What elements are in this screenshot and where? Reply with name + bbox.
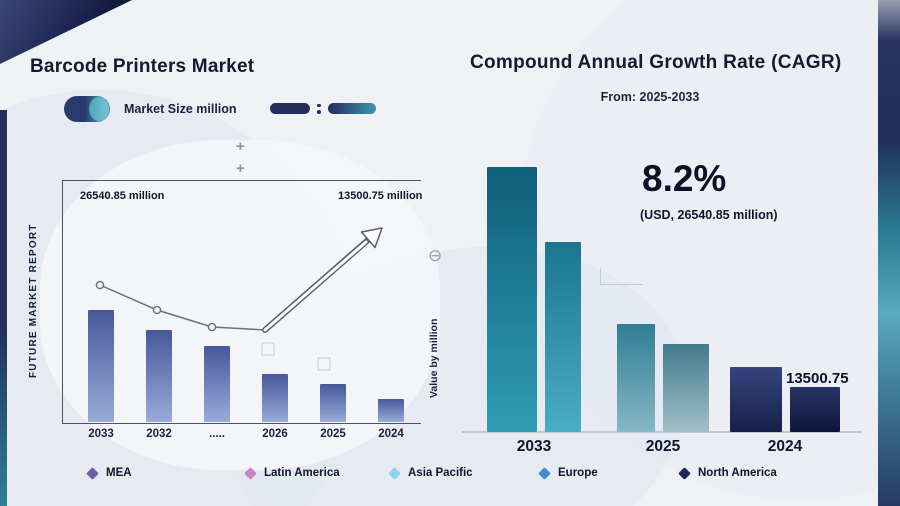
legend-diamond-icon	[678, 466, 691, 480]
trend-line-arrow	[95, 227, 383, 371]
cagr-bar-group: 2033	[487, 167, 581, 458]
left-x-label: 2024	[378, 428, 404, 440]
left-x-label: 2032	[146, 428, 172, 440]
legend-diamond-icon	[244, 466, 257, 480]
cagr-value: 8.2%	[642, 158, 727, 199]
market-size-bar	[204, 346, 230, 422]
cagr-bar	[663, 344, 709, 432]
plus-decoration: +	[236, 138, 245, 155]
region-legend: MEA Latin America Asia Pacific Europe North …	[0, 466, 900, 489]
legend-diamond-icon	[388, 466, 401, 480]
circle-minus-icon: ⊖	[428, 246, 443, 265]
market-size-legend: Market Size million	[64, 96, 237, 122]
market-size-bar	[88, 310, 114, 422]
market-size-bar	[378, 399, 404, 422]
right-edge-band	[878, 0, 900, 506]
legend-item: Asia Pacific	[388, 466, 473, 480]
cagr-bar	[617, 324, 655, 432]
cagr-bars-row	[730, 367, 840, 432]
legend-label: Latin America	[264, 467, 340, 479]
page-title-left: Barcode Printers Market	[30, 56, 255, 77]
left-x-label: 2025	[320, 428, 346, 440]
legend-label: Asia Pacific	[408, 467, 473, 479]
trend-line	[99, 284, 266, 331]
trend-marker	[95, 280, 105, 290]
right-value-label: 13500.75	[786, 370, 849, 387]
market-size-label: Market Size million	[124, 102, 237, 116]
cagr-bars-row	[487, 167, 581, 432]
legend-item: Latin America	[244, 466, 340, 480]
legend-label: North America	[698, 467, 777, 479]
bracket-decoration	[600, 268, 643, 285]
cagr-bar-group: 2024	[730, 367, 840, 458]
left-chart-panel	[62, 180, 421, 424]
value-axis-label: Value by million	[428, 318, 440, 398]
arrow-head-icon	[360, 227, 383, 249]
left-x-label: .....	[209, 428, 225, 440]
plus-decoration: +	[236, 160, 245, 177]
cagr-note: (USD, 26540.85 million)	[640, 208, 778, 222]
cylinder-cap-icon	[89, 97, 109, 121]
cagr-bar	[730, 367, 782, 432]
teal-pill-icon	[327, 103, 376, 114]
future-market-report-label: FUTURE MARKET REPORT	[28, 223, 39, 379]
colon-dots-icon	[317, 103, 321, 114]
corner-triangle-decoration	[0, 0, 132, 64]
navy-pill-icon	[270, 103, 310, 114]
cagr-subtitle: From: 2025-2033	[600, 90, 700, 104]
left-x-label: 2026	[262, 428, 288, 440]
legend-diamond-icon	[538, 466, 551, 480]
square-decoration	[261, 342, 275, 356]
legend-item: MEA	[86, 466, 132, 480]
right-x-label: 2024	[767, 438, 803, 455]
scale-pills	[270, 103, 376, 114]
market-size-bar	[262, 374, 288, 422]
legend-item: North America	[678, 466, 777, 480]
right-x-label: 2033	[516, 438, 552, 455]
legend-diamond-icon	[86, 466, 99, 480]
cagr-bar	[487, 167, 537, 432]
market-size-bar	[320, 384, 346, 422]
right-x-label: 2025	[645, 438, 681, 455]
legend-label: MEA	[106, 467, 132, 479]
cylinder-icon	[64, 96, 110, 122]
left-end-value-label: 13500.75 million	[338, 190, 423, 202]
left-x-labels: 2033 2032..... 2026 2025 2024	[72, 428, 420, 440]
left-x-label: 2033	[88, 428, 114, 440]
arrow-shaft	[263, 240, 368, 332]
square-decoration	[317, 357, 331, 371]
cagr-bar-group: 2025	[617, 324, 709, 458]
cagr-bar	[790, 387, 840, 432]
left-bars	[88, 310, 404, 422]
market-size-bar	[146, 330, 172, 422]
legend-item: Europe	[538, 466, 598, 480]
left-max-value-label: 26540.85 million	[80, 190, 165, 202]
trend-marker	[152, 305, 162, 315]
cagr-bars-row	[617, 324, 709, 432]
right-groups: 2033 2025 2024	[470, 167, 840, 458]
trend-marker	[207, 322, 217, 332]
cagr-bar	[545, 242, 581, 432]
left-edge-stripe	[0, 110, 7, 506]
legend-label: Europe	[558, 467, 598, 479]
page-title-right: Compound Annual Growth Rate (CAGR)	[470, 52, 842, 73]
right-axis-line	[462, 431, 862, 433]
